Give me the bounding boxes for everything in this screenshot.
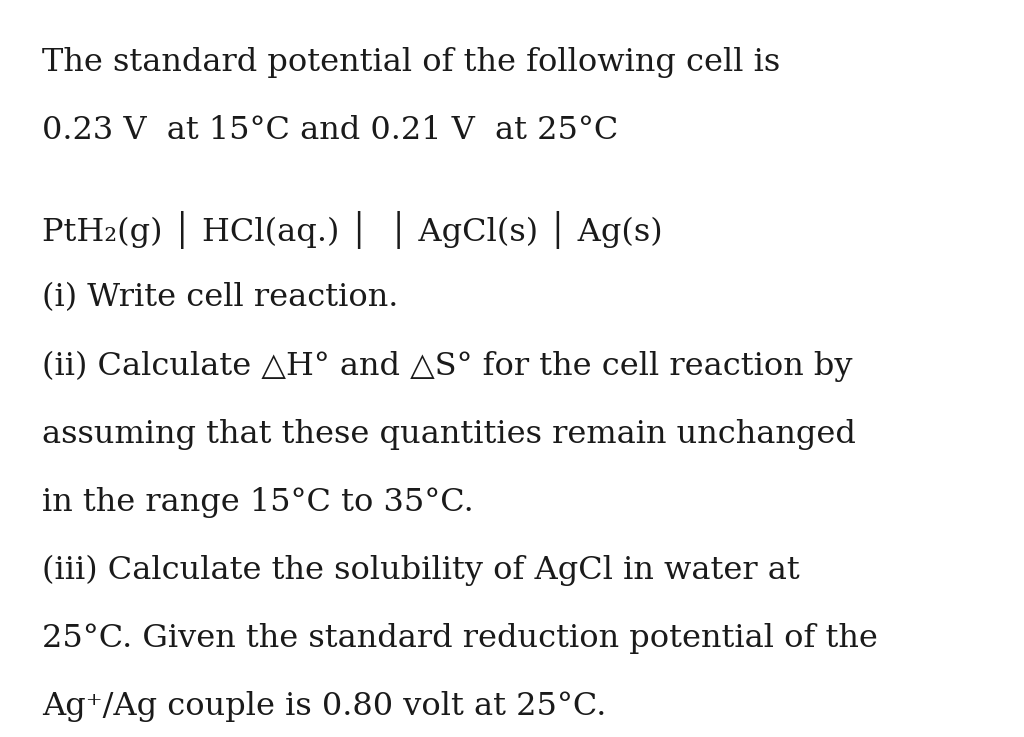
Text: in the range 15°C to 35°C.: in the range 15°C to 35°C.	[42, 486, 474, 517]
Text: PtH₂(g) │ HCl(aq.) │  │ AgCl(s) │ Ag(s): PtH₂(g) │ HCl(aq.) │ │ AgCl(s) │ Ag(s)	[42, 211, 663, 249]
Text: 0.23 V  at 15°C and 0.21 V  at 25°C: 0.23 V at 15°C and 0.21 V at 25°C	[42, 114, 618, 145]
Text: (iii) Calculate the solubility of AgCl in water at: (iii) Calculate the solubility of AgCl i…	[42, 554, 800, 586]
Text: The standard potential of the following cell is: The standard potential of the following …	[42, 46, 780, 77]
Text: 25°C. Given the standard reduction potential of the: 25°C. Given the standard reduction poten…	[42, 623, 878, 654]
Text: (ii) Calculate △H° and △S° for the cell reaction by: (ii) Calculate △H° and △S° for the cell …	[42, 350, 853, 382]
Text: assuming that these quantities remain unchanged: assuming that these quantities remain un…	[42, 419, 856, 450]
Text: (i) Write cell reaction.: (i) Write cell reaction.	[42, 282, 398, 313]
Text: Ag⁺/Ag couple is 0.80 volt at 25°C.: Ag⁺/Ag couple is 0.80 volt at 25°C.	[42, 691, 606, 722]
